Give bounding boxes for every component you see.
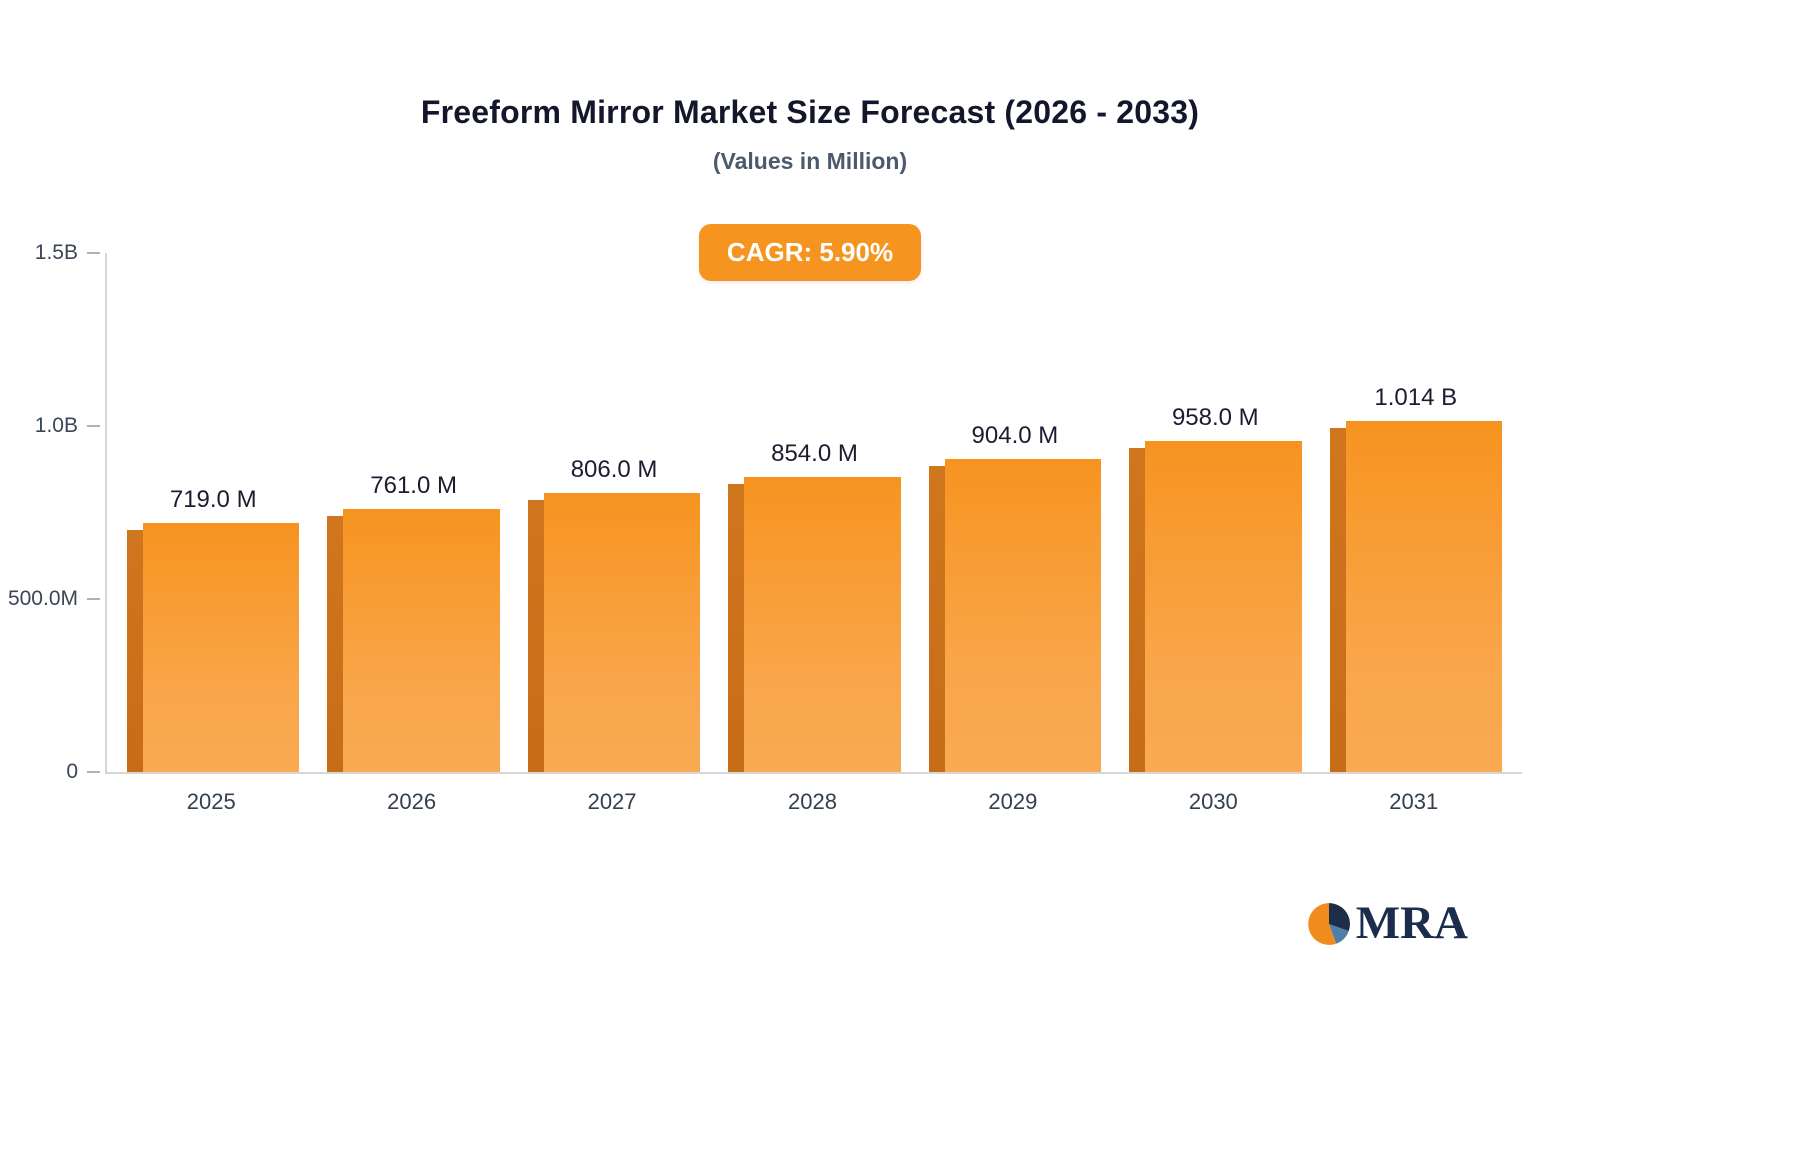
bar-column: 904.0 M: [915, 253, 1115, 772]
bar: [327, 508, 500, 772]
cagr-badge: CAGR: 5.90%: [698, 224, 922, 281]
bar-side-face: [1329, 428, 1346, 772]
bar-front-face: [744, 476, 901, 772]
bar-value-label: 806.0 M: [570, 456, 658, 484]
chart-subtitle: (Values in Million): [712, 148, 908, 174]
x-axis-label: 2026: [387, 789, 437, 814]
bar-front-face: [143, 523, 300, 772]
bar: [1129, 440, 1302, 772]
cagr-badge-row: CAGR: 5.90%: [0, 224, 1620, 281]
bar-column: 806.0 M: [514, 253, 714, 772]
bar-side-face: [928, 466, 945, 772]
logo-pie-icon: [1307, 902, 1350, 945]
x-axis-label: 2028: [788, 789, 837, 814]
bar-side-face: [728, 483, 745, 772]
bar: [527, 493, 701, 772]
y-axis-tick-label: 1.5B: [34, 241, 78, 264]
x-axis-label: 2030: [1188, 789, 1238, 814]
y-axis-tick-label: 500.0M: [7, 587, 78, 610]
bar-side-face: [527, 500, 544, 772]
x-axis: 2025 2026 2027 2028 2029 2030 2031: [105, 789, 1520, 815]
bar-value-label: 904.0 M: [971, 422, 1059, 450]
bar: [1329, 421, 1502, 772]
bar-side-face: [127, 530, 144, 772]
bar-front-face: [1345, 421, 1502, 772]
bar-column: 1.014 B: [1316, 253, 1516, 772]
bar-value-label: 1.014 B: [1374, 384, 1458, 412]
bar-front-face: [944, 459, 1102, 772]
y-axis-tick: 0: [66, 760, 100, 784]
bar-column: 761.0 M: [313, 253, 513, 772]
bar-side-face: [1129, 447, 1146, 772]
bar-value-label: 761.0 M: [370, 471, 457, 499]
bar-front-face: [1145, 440, 1302, 772]
y-axis-tick: 1.0B: [35, 414, 100, 438]
x-axis-label: 2031: [1389, 789, 1439, 814]
x-axis-label: 2029: [988, 789, 1038, 814]
plot-area: 719.0 M 761.0 M 806.0 M 854.0 M 904.0 M 958.0…: [105, 253, 1522, 774]
bar-side-face: [327, 515, 344, 772]
chart-title: Freeform Mirror Market Size Forecast (20…: [420, 94, 1200, 130]
bar: [928, 459, 1102, 772]
x-axis-label: 2027: [587, 789, 637, 814]
y-axis: 1.5B 1.0B 500.0M 0: [0, 241, 100, 783]
bar-column: 854.0 M: [714, 253, 914, 772]
y-axis-tick: 500.0M: [8, 587, 100, 611]
bar-series: 719.0 M 761.0 M 806.0 M 854.0 M 904.0 M 958.0…: [107, 253, 1522, 772]
bar-column: 958.0 M: [1115, 253, 1315, 772]
y-axis-tick-label: 0: [66, 760, 78, 783]
y-axis-tick: 1.5B: [35, 241, 100, 265]
bar-value-label: 719.0 M: [169, 486, 257, 514]
bar-column: 719.0 M: [113, 253, 313, 772]
y-axis-tick-mark: [87, 771, 100, 773]
bar-front-face: [343, 508, 500, 772]
bar: [127, 523, 300, 772]
bar-value-label: 854.0 M: [771, 439, 858, 467]
y-axis-tick-label: 1.0B: [34, 414, 78, 437]
y-axis-tick-mark: [87, 425, 100, 427]
y-axis-tick-mark: [87, 252, 100, 254]
x-axis-label: 2025: [186, 789, 236, 814]
brand-logo: MRA: [1307, 900, 1468, 947]
bar-value-label: 958.0 M: [1171, 403, 1259, 431]
y-axis-tick-mark: [87, 598, 100, 600]
logo-text: MRA: [1355, 897, 1468, 949]
bar: [728, 476, 901, 772]
bar-front-face: [543, 493, 701, 772]
